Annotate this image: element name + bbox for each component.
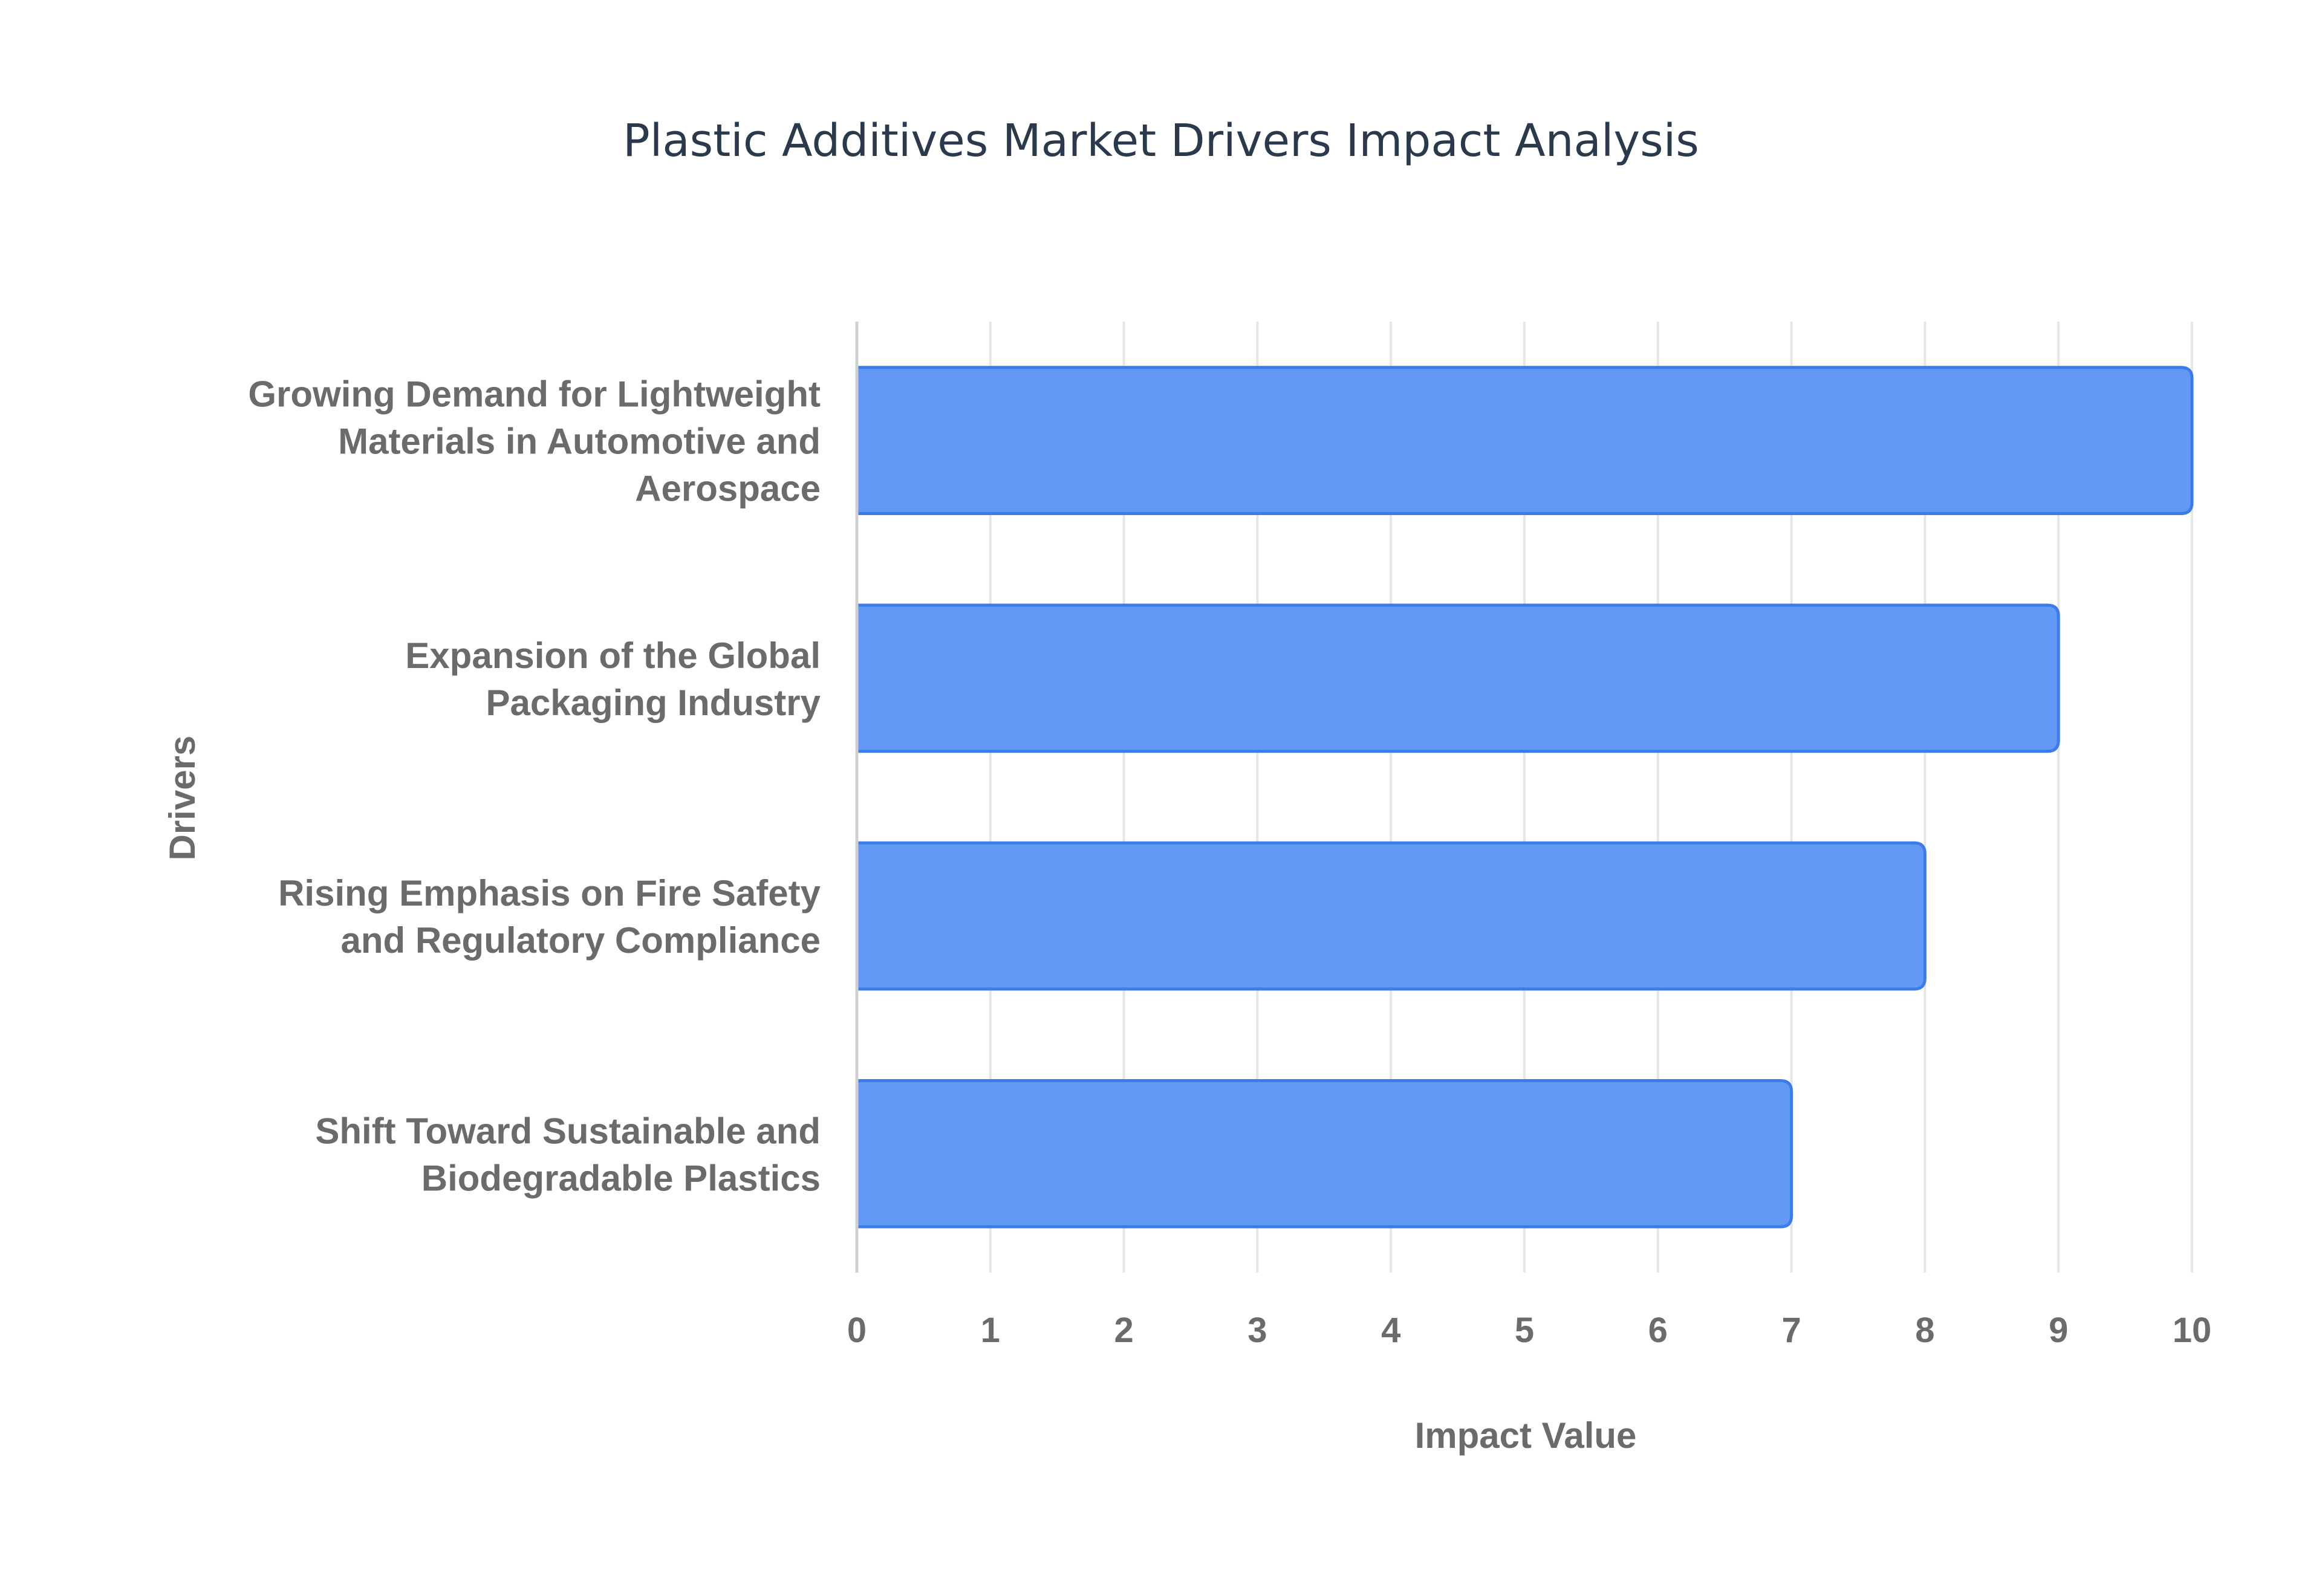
- x-tick-label: 9: [2049, 1311, 2068, 1350]
- category-label-line: Expansion of the Global: [405, 635, 821, 676]
- x-tick-label: 7: [1781, 1311, 1801, 1350]
- x-tick-label: 3: [1247, 1311, 1267, 1350]
- category-label-line: Materials in Automotive and: [338, 421, 821, 462]
- category-label: Rising Emphasis on Fire Safety and Regula…: [278, 873, 821, 961]
- x-tick-label: 6: [1648, 1311, 1668, 1350]
- x-tick-labels: 0 1 2 3 4 5 6 7 8 9 10: [847, 1311, 2211, 1350]
- bars: [855, 366, 2194, 1228]
- category-label: Growing Demand for Lightweight Materials …: [248, 374, 821, 509]
- bar[interactable]: [855, 841, 1927, 991]
- bar[interactable]: [855, 1079, 1794, 1228]
- bar[interactable]: [855, 603, 2060, 753]
- x-tick-label: 2: [1114, 1311, 1133, 1350]
- category-label-line: Rising Emphasis on Fire Safety: [278, 873, 821, 913]
- category-labels: Growing Demand for Lightweight Materials …: [248, 374, 821, 1199]
- x-tick-label: 8: [1915, 1311, 1934, 1350]
- category-label-line: Packaging Industry: [486, 683, 821, 723]
- y-axis-label: Drivers: [162, 736, 203, 861]
- x-tick-label: 10: [2173, 1311, 2212, 1350]
- x-tick-label: 0: [847, 1311, 867, 1350]
- category-label-line: Shift Toward Sustainable and: [315, 1111, 821, 1151]
- category-label-line: and Regulatory Compliance: [341, 920, 821, 961]
- category-label-line: Growing Demand for Lightweight: [248, 374, 821, 415]
- category-label-line: Biodegradable Plastics: [421, 1158, 821, 1198]
- category-label: Shift Toward Sustainable and Biodegradabl…: [315, 1111, 821, 1198]
- bar[interactable]: [855, 366, 2194, 516]
- chart-title: Plastic Additives Market Drivers Impact …: [623, 115, 1699, 167]
- x-tick-label: 1: [981, 1311, 1000, 1350]
- x-tick-label: 4: [1381, 1311, 1400, 1350]
- x-axis-label: Impact Value: [1415, 1415, 1637, 1456]
- category-label-line: Aerospace: [635, 469, 821, 509]
- category-label: Expansion of the Global Packaging Industr…: [405, 635, 821, 723]
- x-tick-label: 5: [1515, 1311, 1534, 1350]
